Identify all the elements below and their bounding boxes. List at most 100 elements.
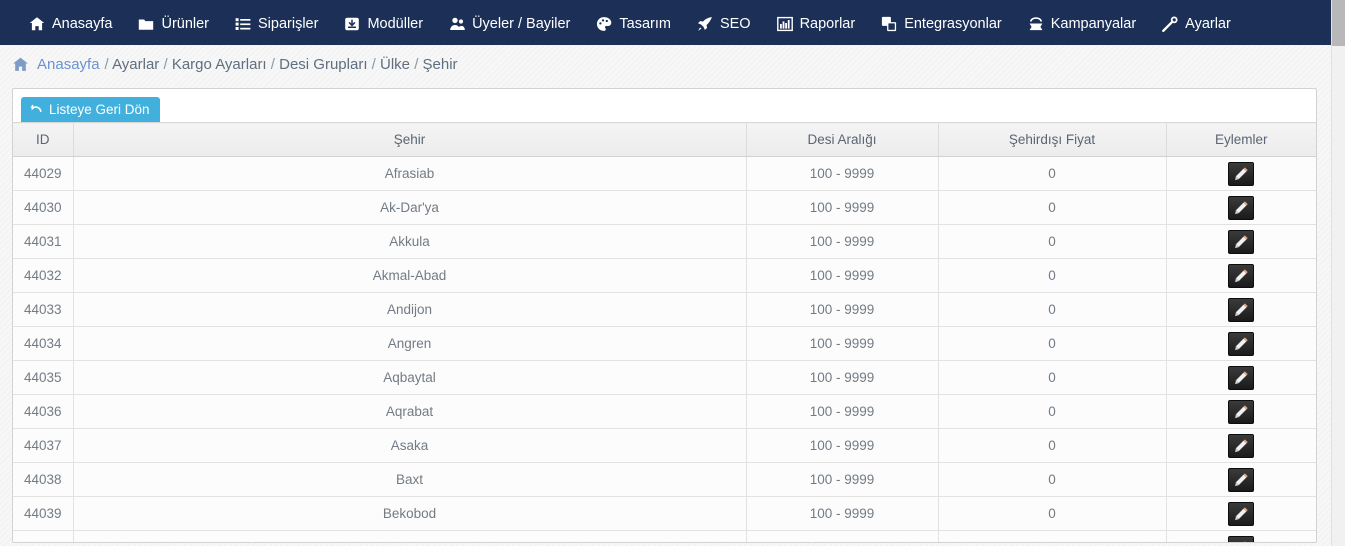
nav-item-yeler-bayiler[interactable]: Üyeler / Bayiler [436, 10, 583, 38]
nav-item-r-nler[interactable]: Ürünler [125, 10, 222, 38]
breadcrumb-trail: / Ayarlar / Kargo Ayarları / Desi Grupla… [105, 56, 458, 73]
edit-row-button[interactable] [1228, 161, 1255, 186]
pencil-edit-icon [1234, 507, 1248, 521]
breadcrumb-separator: / [104, 55, 109, 73]
breadcrumb: Anasayfa / Ayarlar / Kargo Ayarları / De… [0, 45, 1331, 83]
panel-toolbar: Listeye Geri Dön [13, 89, 1316, 122]
cell-actions [1166, 224, 1316, 259]
table-row: 44030 Ak-Dar'ya 100 - 9999 0 [13, 190, 1316, 225]
back-to-list-button[interactable]: Listeye Geri Dön [21, 97, 160, 122]
table-header-row: ID Şehir Desi Aralığı Şehirdışı Fiyat Eyleml… [13, 122, 1316, 157]
nav-item-entegrasyonlar[interactable]: Entegrasyonlar [868, 10, 1015, 38]
cell-price: 0 [938, 292, 1167, 327]
edit-row-button[interactable] [1228, 331, 1255, 356]
palette-icon [596, 16, 612, 32]
wrench-icon [1162, 16, 1178, 32]
nav-item-label: Entegrasyonlar [904, 15, 1002, 32]
edit-row-button[interactable] [1228, 433, 1255, 458]
cell-id: 44040 [13, 530, 74, 542]
cell-actions [1166, 190, 1316, 225]
cell-desi: 100 - 9999 [746, 156, 939, 191]
cell-city: Bemoni [73, 530, 747, 542]
home-icon [12, 56, 29, 73]
edit-row-button[interactable] [1228, 501, 1255, 526]
nav-item-raporlar[interactable]: Raporlar [764, 10, 869, 38]
cell-price: 0 [938, 326, 1167, 361]
nav-item-label: Tasarım [619, 15, 671, 32]
nav-item-label: Üyeler / Bayiler [472, 15, 571, 32]
nav-item-label: Modüller [367, 15, 424, 32]
cell-actions [1166, 156, 1316, 191]
breadcrumb-separator: / [270, 55, 275, 73]
breadcrumb-item: Desi Grupları [279, 55, 368, 73]
cell-desi: 100 - 9999 [746, 292, 939, 327]
edit-row-button[interactable] [1228, 535, 1255, 542]
undo-arrow-icon [29, 103, 43, 117]
pencil-edit-icon [1234, 405, 1248, 419]
nav-item-mod-ller[interactable]: Modüller [331, 10, 436, 38]
cell-desi: 100 - 9999 [746, 496, 939, 531]
cell-price: 0 [938, 360, 1167, 395]
cell-city: Aqrabat [73, 394, 747, 429]
table-row: 44038 Baxt 100 - 9999 0 [13, 462, 1316, 497]
users-icon [449, 16, 465, 32]
nav-item-label: Ürünler [161, 15, 210, 32]
column-header-eylemler: Eylemler [1166, 122, 1316, 157]
table-row: 44036 Aqrabat 100 - 9999 0 [13, 394, 1316, 429]
cell-city: Akkula [73, 224, 747, 259]
pencil-edit-icon [1234, 303, 1248, 317]
cell-price: 0 [938, 394, 1167, 429]
table-row: 44035 Aqbaytal 100 - 9999 0 [13, 360, 1316, 395]
cell-price: 0 [938, 156, 1167, 191]
nav-item-ayarlar[interactable]: Ayarlar [1149, 10, 1244, 38]
nav-item-kampanyalar[interactable]: Kampanyalar [1015, 10, 1149, 38]
cell-id: 44029 [13, 156, 74, 191]
nav-item-anasayfa[interactable]: Anasayfa [16, 10, 125, 38]
table-row: 44029 Afrasiab 100 - 9999 0 [13, 156, 1316, 191]
cell-desi: 100 - 9999 [746, 360, 939, 395]
edit-row-button[interactable] [1228, 297, 1255, 322]
edit-row-button[interactable] [1228, 195, 1255, 220]
edit-row-button[interactable] [1228, 399, 1255, 424]
cell-city: Afrasiab [73, 156, 747, 191]
edit-row-button[interactable] [1228, 467, 1255, 492]
cell-id: 44038 [13, 462, 74, 497]
pencil-edit-icon [1234, 269, 1248, 283]
page-scrollbar-thumb[interactable] [1332, 0, 1345, 46]
nav-item-label: Kampanyalar [1050, 15, 1137, 32]
nav-item-seo[interactable]: SEO [684, 10, 764, 38]
cell-city: Aqbaytal [73, 360, 747, 395]
edit-row-button[interactable] [1228, 365, 1255, 390]
page-scrollbar-track[interactable] [1331, 0, 1345, 546]
pencil-edit-icon [1234, 201, 1248, 215]
breadcrumb-separator: / [414, 55, 419, 73]
table-row: 44037 Asaka 100 - 9999 0 [13, 428, 1316, 463]
pencil-edit-icon [1234, 167, 1248, 181]
cell-city: Asaka [73, 428, 747, 463]
edit-row-button[interactable] [1228, 229, 1255, 254]
cell-desi: 100 - 9999 [746, 258, 939, 293]
cell-actions [1166, 462, 1316, 497]
table-body: 44029 Afrasiab 100 - 9999 0 44030 Ak-Dar'ya 10… [13, 156, 1316, 542]
cell-actions [1166, 360, 1316, 395]
nav-item-tasar-m[interactable]: Tasarım [583, 10, 684, 38]
nav-item-sipari-ler[interactable]: Siparişler [222, 10, 331, 38]
edit-row-button[interactable] [1228, 263, 1255, 288]
pencil-edit-icon [1234, 473, 1248, 487]
cell-price: 0 [938, 530, 1167, 542]
box-download-icon [344, 16, 360, 32]
table-row: 44033 Andijon 100 - 9999 0 [13, 292, 1316, 327]
cell-actions [1166, 292, 1316, 327]
cell-id: 44033 [13, 292, 74, 327]
breadcrumb-item: Ayarlar [112, 55, 160, 73]
breadcrumb-home-link[interactable]: Anasayfa [37, 55, 100, 73]
back-to-list-label: Listeye Geri Dön [49, 102, 150, 117]
cell-city: Akmal-Abad [73, 258, 747, 293]
cell-id: 44032 [13, 258, 74, 293]
table-header: ID Şehir Desi Aralığı Şehirdışı Fiyat Eyleml… [13, 122, 1316, 157]
cell-price: 0 [938, 496, 1167, 531]
content-panel: Listeye Geri Dön ID Şehir Desi Aralığı Şehi… [12, 88, 1317, 543]
breadcrumb-item: Şehir [422, 55, 458, 73]
nav-item-label: Anasayfa [52, 15, 113, 32]
